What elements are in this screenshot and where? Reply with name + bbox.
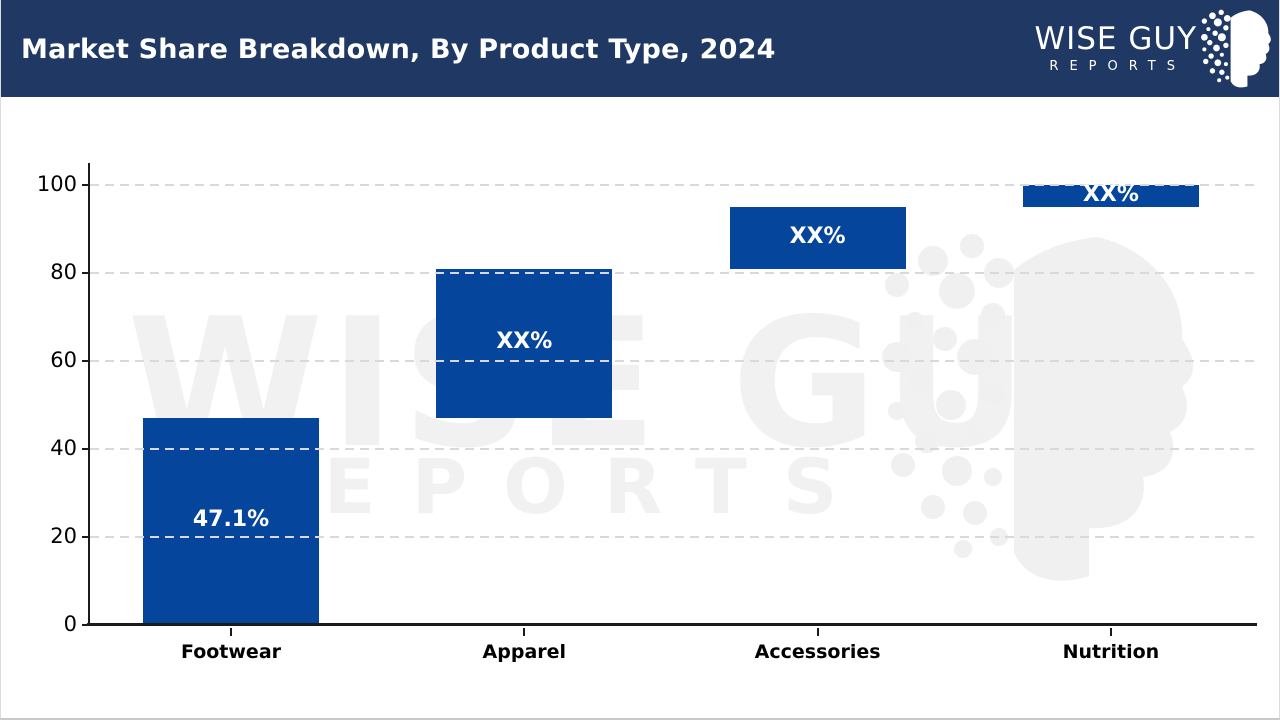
y-axis-tick (82, 536, 88, 538)
y-axis-tick (82, 272, 88, 274)
x-tick-label-accessories: Accessories (754, 641, 881, 663)
gridline-y-60 (90, 360, 1256, 362)
logo-text: WISE GUY REPORTS (1034, 22, 1197, 74)
page-title: Market Share Breakdown, By Product Type,… (21, 34, 776, 65)
x-axis-tick (816, 628, 819, 636)
bar-value-label: XX% (496, 329, 553, 355)
y-tick-label: 100 (36, 172, 77, 196)
y-tick-label: 0 (63, 612, 77, 636)
x-axis-line (87, 623, 1257, 626)
gridline-y-20 (90, 536, 1256, 538)
y-axis-tick (82, 624, 88, 626)
x-axis-tick (523, 628, 526, 636)
x-axis-tick (230, 628, 232, 636)
bar-accessories (729, 207, 906, 269)
chart-plot-area: 0 20 40 60 80 100 47.1% Footwear XX% Apparel XX% Ac… (1, 97, 1279, 718)
y-axis-tick (82, 184, 88, 186)
wiseguy-logo: WISE GUY REPORTS (1034, 6, 1273, 90)
y-axis-tick (82, 448, 88, 450)
x-tick-label-nutrition: Nutrition (1062, 641, 1160, 663)
y-axis-tick (82, 360, 88, 362)
watermark-subtitle: REPORTS (229, 442, 874, 531)
logo-subtitle: REPORTS (1049, 59, 1187, 74)
y-tick-label: 60 (50, 348, 77, 372)
bar-footwear (143, 417, 319, 625)
watermark-dotface-icon (873, 205, 1203, 605)
bar-value-label: 47.1% (192, 507, 270, 533)
x-tick-label-apparel: Apparel (482, 641, 567, 663)
header: Market Share Breakdown, By Product Type,… (1, 0, 1279, 97)
x-tick-label-footwear: Footwear (180, 641, 282, 663)
logo-wordmark: WISE GUY (1034, 21, 1197, 57)
wiseguy-dotface-icon (1199, 6, 1273, 90)
bar-nutrition (1022, 185, 1199, 207)
y-axis-line (88, 163, 90, 625)
bar-value-label: XX% (1082, 182, 1139, 207)
gridline-y-40 (90, 448, 1256, 450)
bar-apparel (436, 268, 613, 418)
y-tick-label: 40 (50, 436, 77, 460)
x-axis-tick (1109, 628, 1112, 636)
bar-value-label: XX% (789, 223, 846, 249)
gridline-y-100 (90, 184, 1256, 186)
gridline-y-80 (90, 272, 1256, 274)
y-tick-label: 80 (50, 260, 77, 284)
y-tick-label: 20 (50, 524, 77, 548)
